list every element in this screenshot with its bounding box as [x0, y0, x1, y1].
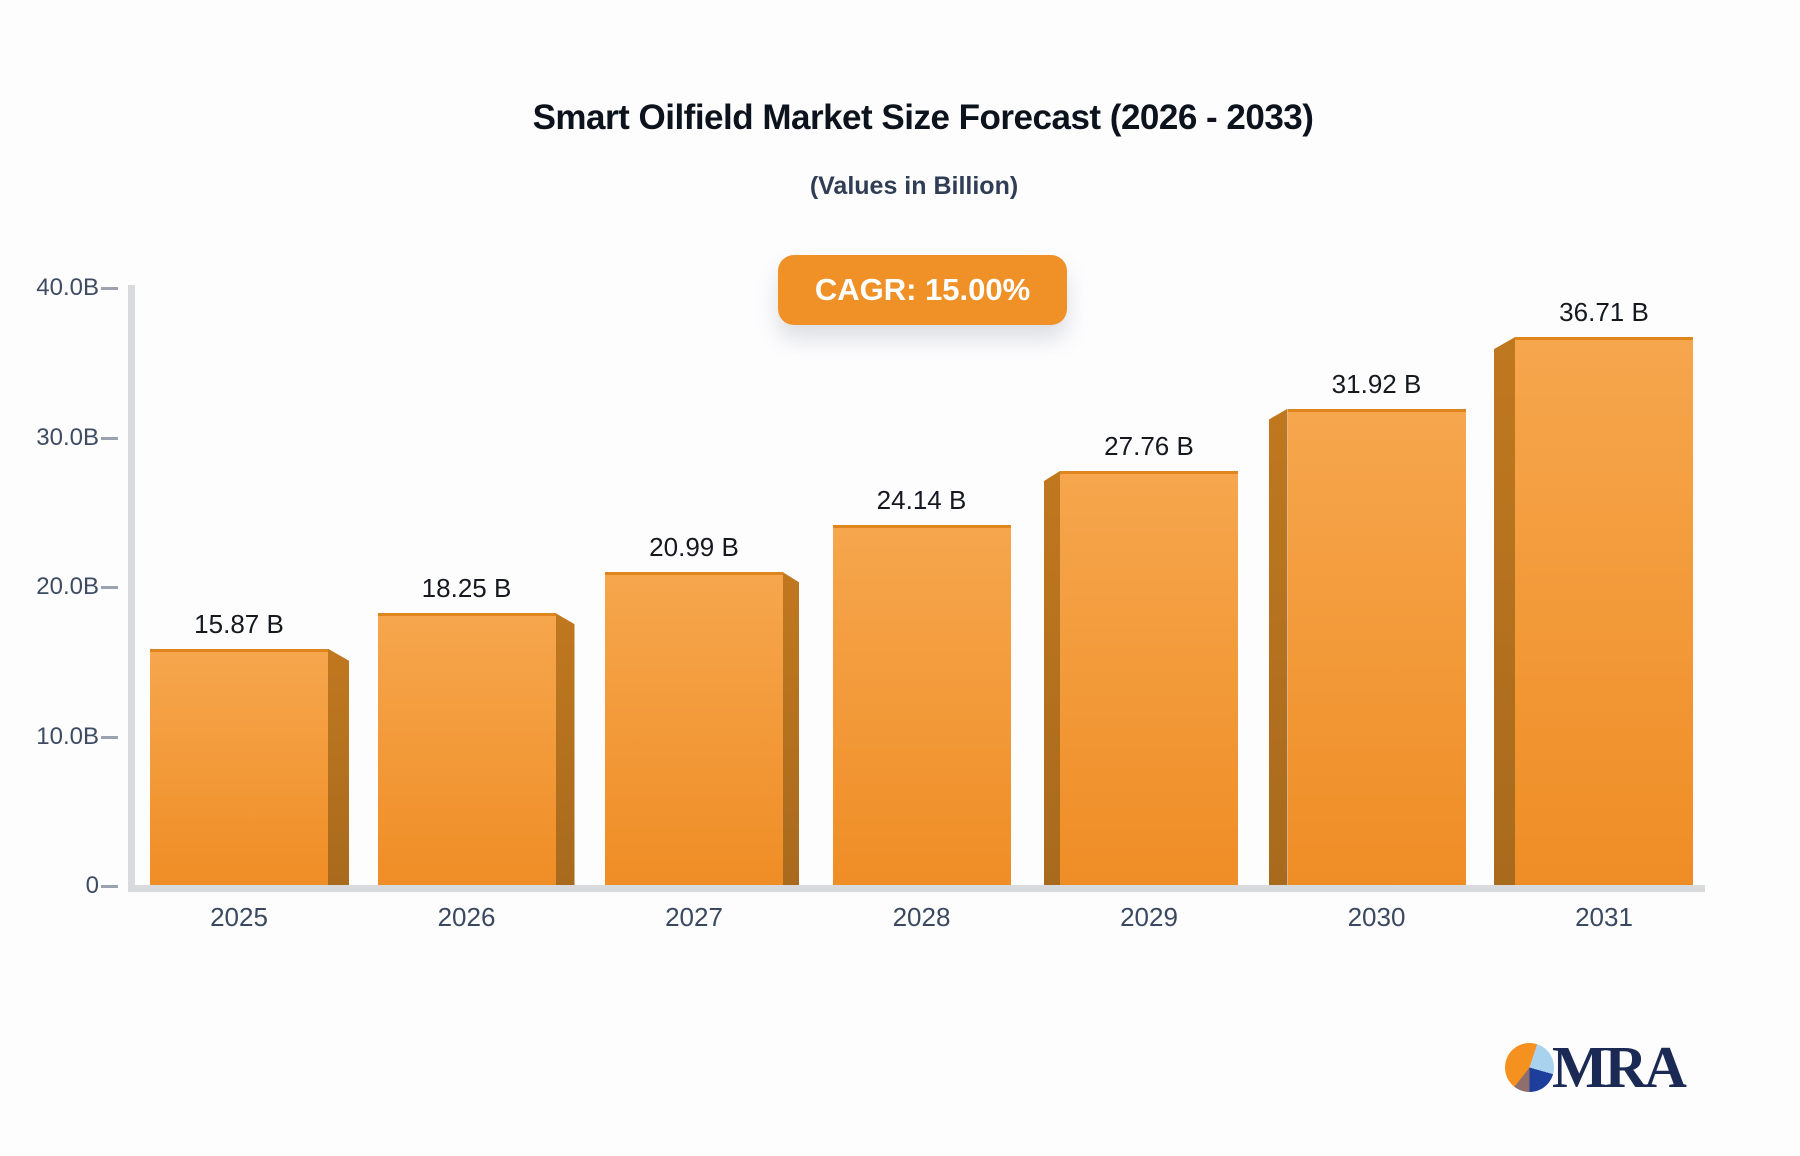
y-axis-tick-label: 30.0B	[36, 423, 99, 451]
pie-chart-logo-icon	[1505, 1043, 1554, 1092]
y-axis-tick-label: 20.0B	[36, 573, 99, 600]
y-axis-line	[128, 285, 135, 892]
bar-face	[605, 572, 783, 888]
bar-face	[150, 648, 328, 888]
x-axis-tick-label: 2028	[892, 902, 951, 932]
bar-face	[832, 525, 1011, 888]
bar-3d-side	[783, 572, 799, 888]
y-axis-tick-label: 10.0B	[36, 722, 99, 750]
bar-face	[1287, 408, 1466, 888]
brand-logo-text: MRA	[1552, 1034, 1687, 1100]
bar-value-label: 18.25 B	[421, 573, 512, 604]
brand-logo: MRA	[1505, 1034, 1687, 1100]
y-axis-tick-mark	[101, 287, 118, 290]
y-axis-tick-label: 0	[85, 872, 99, 899]
x-axis-tick-label: 2030	[1347, 902, 1406, 932]
x-axis-tick-label: 2026	[437, 902, 496, 932]
bar-3d-side	[1494, 337, 1515, 888]
bar-value-label: 27.76 B	[1104, 430, 1194, 461]
bar-value-label: 36.71 B	[1559, 297, 1649, 328]
y-axis-tick-mark	[101, 735, 118, 739]
chart-title: Smart Oilfield Market Size Forecast (202…	[532, 98, 1314, 137]
x-axis-tick-label: 2029	[1120, 902, 1178, 932]
bar-3d-side	[1268, 408, 1288, 888]
bar-3d-side	[1044, 470, 1060, 888]
y-axis-tick-mark	[101, 885, 118, 888]
x-axis-tick-label: 2025	[210, 902, 268, 932]
bar-value-label: 31.92 B	[1331, 368, 1422, 399]
bar-face	[1515, 337, 1693, 888]
x-axis-tick-label: 2031	[1575, 902, 1633, 932]
bar-face	[377, 613, 556, 888]
bar-value-label: 24.14 B	[876, 485, 967, 516]
bar-3d-side	[555, 613, 575, 888]
cagr-badge: CAGR: 15.00%	[778, 255, 1067, 325]
x-axis-baseline	[128, 885, 1705, 892]
y-axis-tick-mark	[101, 436, 118, 440]
x-axis-tick-label: 2027	[665, 902, 723, 932]
y-axis-tick-label: 40.0B	[36, 274, 99, 301]
bar-value-label: 20.99 B	[649, 532, 739, 563]
y-axis-tick-mark	[101, 586, 118, 589]
bar-3d-side	[328, 648, 349, 888]
bar-face	[1060, 470, 1238, 888]
chart-subtitle: (Values in Billion)	[809, 172, 1019, 200]
cagr-badge-label: CAGR: 15.00%	[814, 272, 1031, 307]
bar-value-label: 15.87 B	[194, 608, 284, 639]
